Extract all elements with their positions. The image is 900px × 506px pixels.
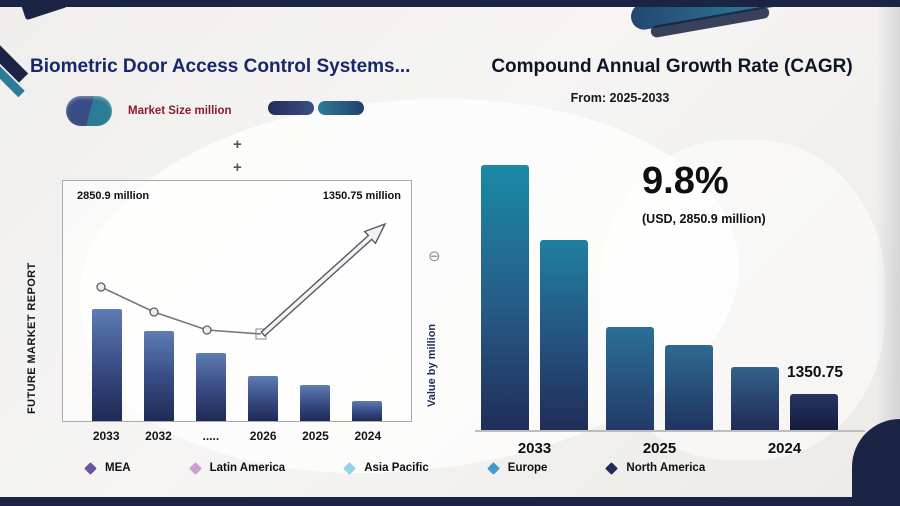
market-size-cylinder-icon	[66, 96, 112, 126]
legend-label: North America	[626, 462, 706, 474]
right-chart-bar	[731, 367, 779, 430]
cagr-subtitle: From: 2025-2033	[570, 91, 670, 105]
market-size-chart: 2850.9 million 1350.75 million 2033 2032.…	[62, 180, 412, 443]
left-chart-x-label: 2033	[92, 429, 120, 443]
left-chart-x-label: 2026	[249, 429, 277, 443]
right-chart-ylabel: Value by million	[426, 323, 438, 407]
left-chart-column	[185, 353, 237, 421]
right-chart-x-label: 2024	[767, 440, 802, 457]
left-chart-column	[81, 309, 133, 421]
legend-label: Latin America	[209, 462, 286, 474]
left-chart-bar-.....	[196, 353, 226, 421]
plus-icon: +	[233, 136, 242, 153]
legend-item-europe: Europe	[486, 461, 548, 475]
right-chart-groups	[475, 160, 865, 432]
right-chart-bar	[606, 327, 654, 430]
left-chart-bar-2032	[144, 331, 174, 421]
right-chart-group-2033	[481, 165, 588, 430]
right-chart-group-2024	[731, 367, 838, 430]
right-chart-bar	[790, 394, 838, 430]
right-chart-xlabels: 2033 2025 2024	[475, 440, 865, 457]
cagr-title: Compound Annual Growth Rate (CAGR)	[491, 56, 853, 77]
left-chart-x-label: 2025	[302, 429, 329, 443]
diamond-icon	[486, 461, 500, 475]
decor-pill-navy	[268, 101, 314, 115]
left-chart-bar-2024	[352, 401, 382, 421]
market-size-legend-label: Market Size million	[128, 105, 232, 117]
left-chart-xlabels: 2033 2032..... 2026 2025 2024	[62, 429, 412, 443]
left-chart-bar-2033	[92, 309, 122, 421]
legend-item-mea: MEA	[84, 461, 131, 475]
left-chart-title: Biometric Door Access Control Systems...	[30, 56, 411, 77]
right-chart-x-label: 2025	[642, 440, 677, 457]
decor-right-shade	[876, 7, 900, 497]
left-chart-bar-2026	[248, 376, 278, 421]
frame-top-bar	[0, 0, 900, 7]
left-chart-x-label: 2032	[145, 429, 172, 443]
legend-item-latin-america: Latin America	[188, 461, 286, 475]
value-callout-1350: 1350.75	[787, 364, 844, 381]
circle-minus-icon: ⊖	[428, 248, 441, 265]
left-chart-column	[237, 376, 289, 421]
left-chart-columns	[63, 181, 411, 421]
diamond-icon	[84, 461, 97, 475]
right-chart-bar	[481, 165, 529, 430]
legend-item-north-america: North America	[605, 461, 706, 475]
right-chart-bar	[665, 345, 713, 430]
regions-legend: MEA Latin America Asia Pacific Europe North …	[84, 461, 706, 475]
left-chart-column	[289, 385, 341, 421]
diamond-icon	[605, 461, 619, 475]
legend-label: MEA	[105, 462, 131, 474]
decor-pill-teal	[318, 101, 364, 115]
annotation-2033-value: 2850.9 million	[77, 190, 150, 202]
left-chart-bar-2025	[300, 385, 330, 421]
legend-item-asia-pacific: Asia Pacific	[343, 461, 429, 475]
left-chart-x-label: 2024	[354, 429, 382, 443]
legend-label: Europe	[507, 462, 548, 474]
plus-icon: +	[233, 159, 242, 176]
market-size-chart-plot: 2850.9 million 1350.75 million	[62, 180, 412, 422]
diamond-icon	[188, 461, 202, 475]
right-chart-bar	[540, 240, 588, 430]
left-chart-column	[341, 401, 393, 421]
annotation-2024-value: 1350.75 million	[322, 190, 401, 202]
right-chart-x-label: 2033	[517, 440, 552, 457]
legend-label: Asia Pacific	[364, 462, 429, 474]
diamond-icon	[343, 461, 357, 475]
right-chart-group-2025	[606, 327, 713, 430]
frame-bottom-bar	[0, 497, 900, 506]
cagr-value: 9.8%	[642, 160, 729, 202]
brand-watermark: FUTURE MARKET REPORT	[26, 262, 38, 414]
cagr-usd-note: (USD, 2850.9 million)	[642, 212, 766, 226]
left-chart-column	[133, 331, 185, 421]
cagr-chart: 2033 2025 2024 1350.75	[475, 160, 865, 457]
left-chart-x-label: .....	[202, 429, 220, 443]
